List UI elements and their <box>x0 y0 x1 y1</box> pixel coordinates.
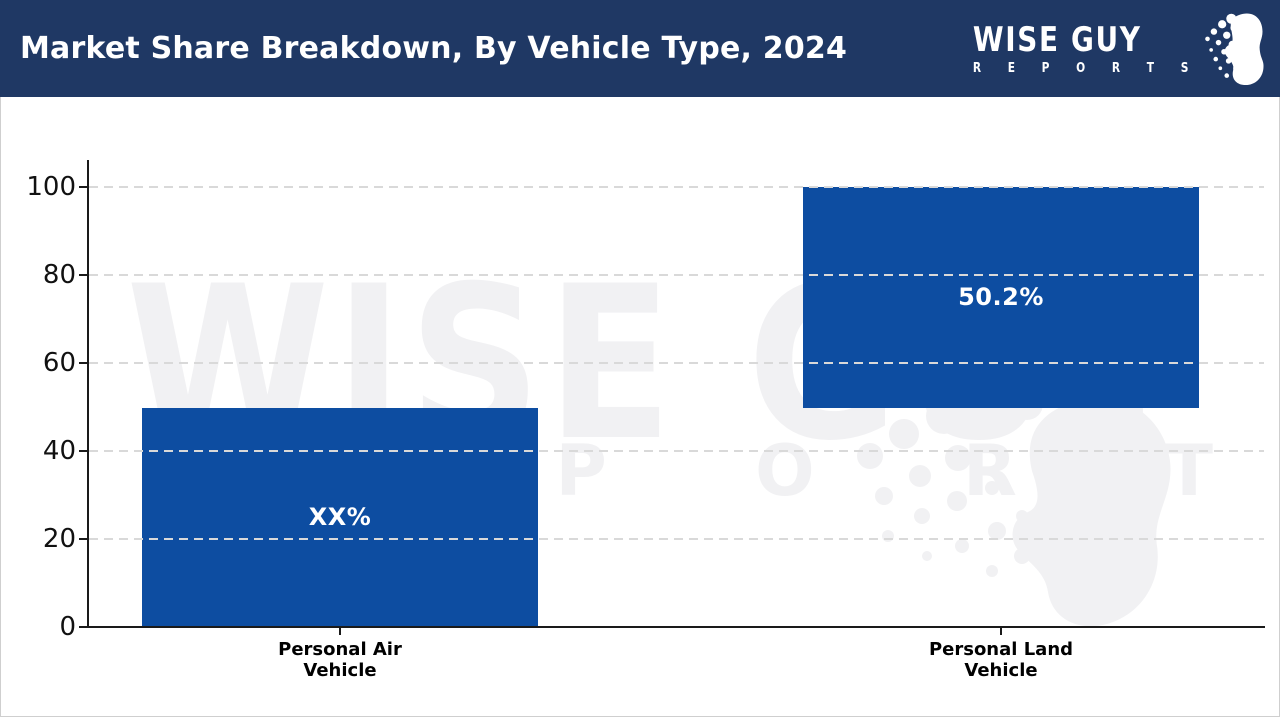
wiseguy-logo-text: WISE GUY R E P O R T S <box>973 22 1200 77</box>
x-label-line2: Vehicle <box>303 660 377 681</box>
y-tick-label: 20 <box>42 524 76 554</box>
gridline-60 <box>89 362 1264 364</box>
header-band: Market Share Breakdown, By Vehicle Type,… <box>0 0 1280 97</box>
wiseguy-face-icon <box>1205 13 1264 86</box>
y-tick-label: 40 <box>42 436 76 466</box>
y-tick-mark <box>79 538 87 540</box>
y-tick-mark <box>79 362 87 364</box>
y-tick-label: 0 <box>59 612 76 642</box>
bar-value-label: 50.2% <box>958 283 1044 312</box>
y-tick-mark <box>79 626 87 628</box>
y-tick-label: 60 <box>42 348 76 378</box>
page-title: Market Share Breakdown, By Vehicle Type,… <box>20 31 848 66</box>
watermark-face <box>857 396 1171 627</box>
y-tick-label: 100 <box>26 172 76 202</box>
logo-wordmark: WISE GUY <box>972 19 1142 60</box>
bar-personal-air-vehicle: XX% <box>142 407 538 627</box>
gridline-100 <box>89 186 1264 188</box>
y-tick-mark <box>79 450 87 452</box>
frame-left-border <box>0 97 1 717</box>
bar-value-label: XX% <box>308 503 372 532</box>
y-tick-mark <box>79 186 87 188</box>
x-label-line2: Vehicle <box>964 660 1038 681</box>
wiseguy-logo: WISE GUY R E P O R T S <box>923 8 1268 90</box>
x-axis-line <box>87 626 1265 628</box>
x-label-personal-air-vehicle: Personal Air Vehicle <box>210 639 470 681</box>
gridline-40 <box>89 450 1264 452</box>
y-tick-mark <box>79 274 87 276</box>
x-tick-mark <box>339 628 341 635</box>
x-label-personal-land-vehicle: Personal Land Vehicle <box>871 639 1131 681</box>
y-tick-label: 80 <box>42 260 76 290</box>
gridline-80 <box>89 274 1264 276</box>
x-label-line1: Personal Land <box>928 639 1074 660</box>
y-axis-line <box>87 160 89 627</box>
gridline-20 <box>89 538 1264 540</box>
x-label-line1: Personal Air <box>278 639 402 660</box>
frame-bottom-border <box>0 716 1280 717</box>
bar-personal-land-vehicle: 50.2% <box>803 187 1199 408</box>
x-tick-mark <box>1000 628 1002 635</box>
logo-subtitle: R E P O R T S <box>972 60 1200 76</box>
